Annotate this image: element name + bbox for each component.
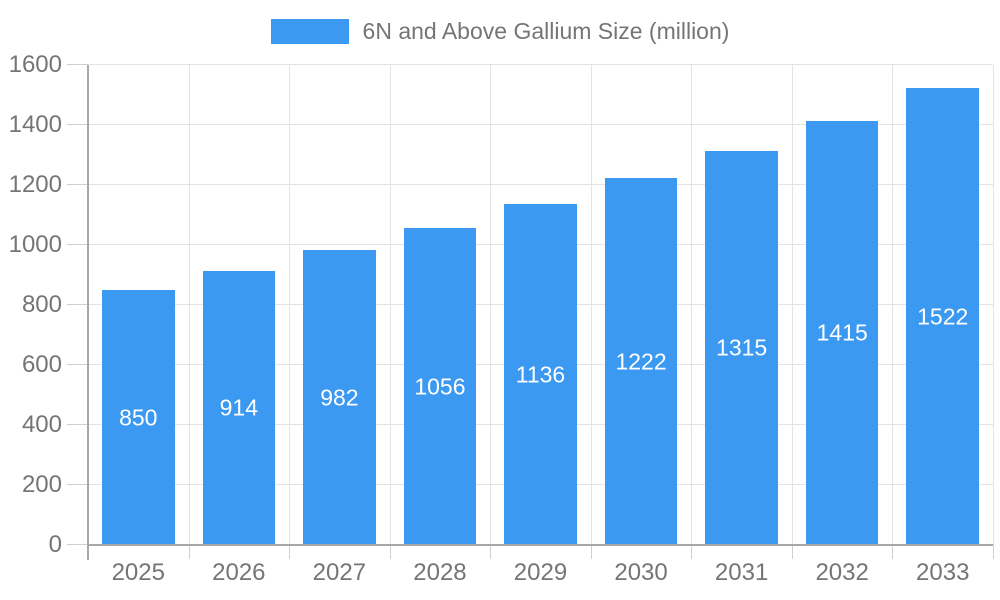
y-axis-label: 1400 [8, 111, 62, 138]
bar-value-label: 914 [219, 394, 259, 421]
gridline-vertical [289, 65, 291, 545]
bar[interactable] [102, 290, 175, 545]
gridline-vertical [993, 65, 994, 545]
gridline-vertical [490, 65, 492, 545]
y-axis-label: 1200 [8, 171, 62, 198]
bar-value-label: 1522 [917, 303, 969, 330]
bar[interactable] [504, 204, 577, 545]
bar-value-label: 1415 [816, 319, 868, 346]
x-axis-tick [289, 545, 291, 559]
x-axis-tick [993, 545, 994, 559]
gridline-vertical [188, 65, 190, 545]
y-axis-label: 1600 [8, 51, 62, 78]
x-axis-line [88, 544, 993, 546]
bar[interactable] [403, 228, 477, 545]
bar-value-label: 1222 [615, 348, 667, 375]
gridline-vertical [590, 65, 592, 545]
x-axis-label: 2030 [614, 559, 668, 586]
gridline-vertical [791, 65, 793, 545]
y-axis-tick [67, 64, 88, 65]
gridline-horizontal [88, 64, 993, 65]
bar-value-label: 1136 [515, 361, 566, 388]
y-axis-label: 600 [21, 351, 62, 378]
y-axis-label: 0 [48, 531, 62, 558]
bar[interactable] [705, 150, 778, 545]
x-axis-label: 2032 [815, 559, 869, 586]
x-axis-tick [490, 545, 492, 559]
x-axis-tick [791, 545, 793, 559]
x-axis-tick [691, 545, 693, 559]
y-axis-tick [67, 424, 88, 425]
bar[interactable] [604, 178, 678, 545]
y-axis-label: 200 [21, 471, 62, 498]
gridline-horizontal [88, 124, 993, 125]
gridline-vertical [892, 65, 894, 545]
bar[interactable] [303, 250, 376, 545]
x-axis-label: 2026 [212, 559, 266, 586]
x-axis-label: 2028 [413, 559, 467, 586]
x-axis-label: 2027 [312, 559, 367, 586]
y-axis-label: 400 [21, 411, 62, 438]
bar[interactable] [202, 270, 276, 545]
y-axis-tick [67, 364, 88, 365]
legend-label: 6N and Above Gallium Size (million) [362, 17, 730, 44]
y-axis-tick [67, 544, 88, 545]
y-axis-line [87, 65, 89, 560]
x-axis-label: 2031 [714, 559, 769, 586]
legend-swatch-icon [270, 18, 349, 44]
x-axis-tick [188, 545, 190, 559]
gridline-vertical [389, 65, 391, 545]
y-axis-label: 800 [21, 291, 62, 318]
x-axis-tick [892, 545, 894, 559]
plot-area: 0 200 400 600 800 1000 1200 1400 1600 850 2025 914 2… [9, 53, 994, 585]
y-axis-tick [67, 484, 88, 485]
bar-value-label: 1056 [414, 373, 466, 400]
x-axis-label: 2029 [513, 559, 568, 586]
x-axis-tick [389, 545, 391, 559]
bar[interactable] [805, 120, 879, 545]
bar-value-label: 850 [119, 404, 158, 430]
y-axis-label: 1000 [8, 231, 62, 258]
x-axis-label: 2025 [111, 559, 165, 586]
x-axis-tick [590, 545, 592, 559]
bar-value-label: 1315 [716, 334, 768, 361]
y-axis-tick [67, 184, 88, 185]
y-axis-tick [67, 244, 88, 245]
legend[interactable]: 6N and Above Gallium Size (million) [0, 12, 1000, 50]
gridline-horizontal [88, 184, 993, 185]
gridline-vertical [691, 65, 693, 545]
y-axis-tick [67, 124, 88, 125]
bar[interactable] [906, 88, 979, 545]
y-axis-tick [67, 304, 88, 305]
x-axis-label: 2033 [916, 559, 970, 586]
bar-value-label: 982 [320, 384, 359, 411]
